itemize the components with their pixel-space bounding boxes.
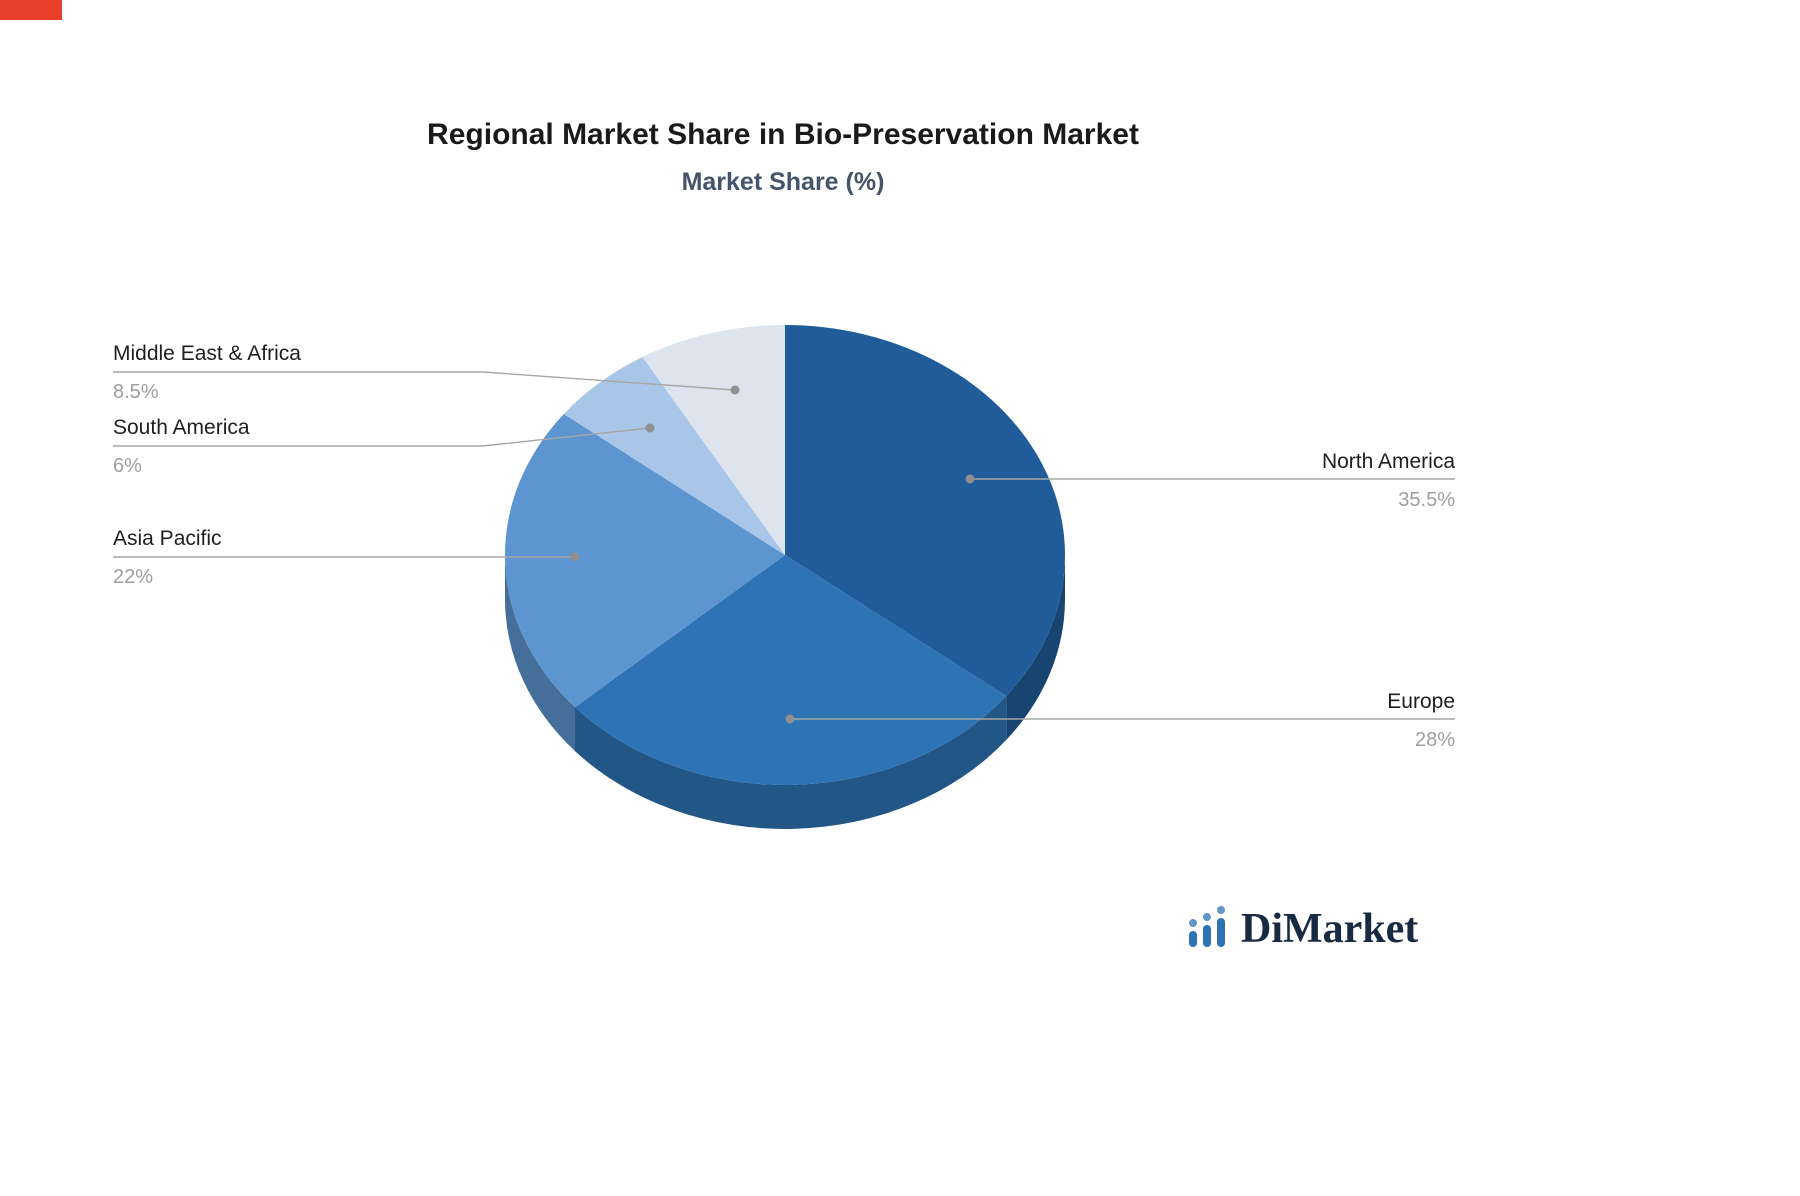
leader-dot-europe <box>785 714 795 724</box>
label-value: 8.5% <box>113 381 159 403</box>
label-name: Asia Pacific <box>113 527 222 550</box>
leader-dot-north-america <box>965 474 975 484</box>
label-name: South America <box>113 416 250 439</box>
leader-dot-asia-pacific <box>570 552 580 562</box>
leader-dot-south-america <box>645 423 655 433</box>
pie-slice-middle-east-africa <box>642 325 785 555</box>
pie-slice-asia-pacific <box>505 414 785 708</box>
label-value: 6% <box>113 455 142 477</box>
pie-slice-side-north-america <box>1006 555 1065 740</box>
label-name: North America <box>1321 450 1455 473</box>
label-south-america: South America 6% <box>113 415 250 478</box>
leader-dot-middle-east-africa <box>730 385 740 395</box>
label-value: 35.5% <box>1398 489 1455 511</box>
pie-slice-side-asia-pacific <box>505 555 575 752</box>
label-middle-east-africa: Middle East & Africa 8.5% <box>113 341 301 404</box>
logo-text: DiMarket <box>1241 906 1419 952</box>
pie-slice-europe <box>575 555 1007 785</box>
label-name: Middle East & Africa <box>113 342 301 365</box>
red-corner-marker <box>0 0 62 20</box>
label-europe: Europe 28% <box>1387 689 1455 752</box>
label-value: 22% <box>113 566 154 588</box>
label-asia-pacific: Asia Pacific 22% <box>113 526 222 589</box>
leader-line-south-america <box>113 427 651 447</box>
pie-slice-side-europe <box>575 696 1007 829</box>
label-value: 28% <box>1414 729 1455 751</box>
chart-subtitle: Market Share (%) <box>681 168 885 196</box>
chart-title: Regional Market Share in Bio-Preservatio… <box>427 118 1139 151</box>
pie-slice-north-america <box>785 325 1065 696</box>
label-name: Europe <box>1387 690 1455 713</box>
label-north-america: North America 35.5% <box>1322 449 1455 512</box>
rising-bars-icon <box>1189 906 1225 947</box>
logo: DiMarket <box>1185 905 1418 953</box>
pie-slice-south-america <box>563 357 785 555</box>
leader-line-middle-east-africa <box>113 371 736 391</box>
